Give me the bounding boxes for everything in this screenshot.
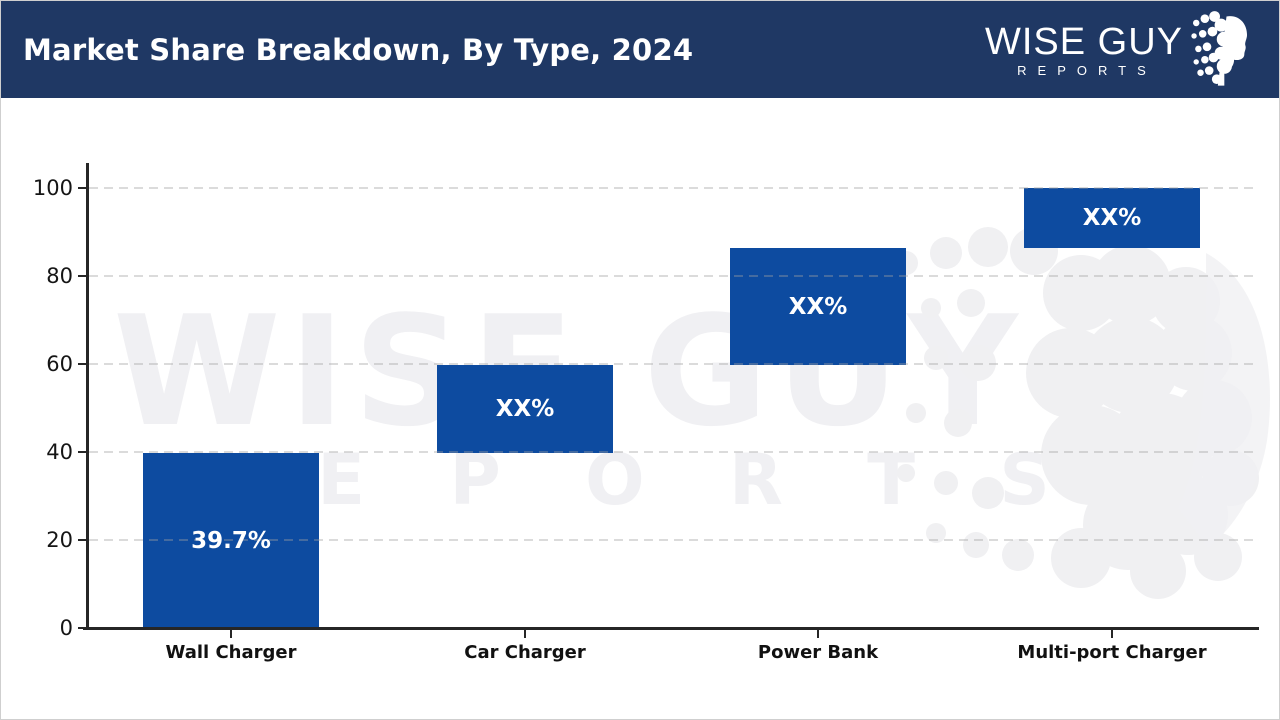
brand-head-icon — [1191, 10, 1248, 86]
x-axis-label-multi-port-charger: Multi-port Charger — [1017, 642, 1207, 663]
x-axis-line — [83, 627, 1259, 630]
x-tick-4 — [1111, 630, 1113, 638]
bar-multi-port-charger — [1024, 188, 1200, 249]
bar-car-charger — [437, 365, 613, 454]
y-axis-label-80: 80 — [46, 264, 73, 288]
y-axis-label-0: 0 — [59, 616, 73, 640]
bar-value-label: XX% — [788, 293, 848, 320]
gridline-100 — [89, 187, 1257, 189]
y-axis-label-60: 60 — [46, 352, 73, 376]
gridline-20 — [89, 539, 1257, 541]
y-tick-100 — [78, 187, 87, 189]
header-bar: Market Share Breakdown, By Type, 2024 WI… — [1, 1, 1279, 98]
y-tick-20 — [78, 539, 87, 541]
x-tick-2 — [524, 630, 526, 638]
bar-value-label: XX% — [1082, 205, 1142, 232]
y-axis-label-20: 20 — [46, 528, 73, 552]
gridline-60 — [89, 363, 1257, 365]
x-axis-label-power-bank: Power Bank — [757, 642, 879, 663]
x-axis-label-car-charger: Car Charger — [464, 642, 586, 663]
bar-value-label: XX% — [495, 396, 555, 423]
bar-value-label: 39.7% — [191, 527, 271, 554]
brand-logo-text: WISE GUY REPORTS — [985, 23, 1183, 77]
y-axis-label-100: 100 — [32, 176, 73, 200]
brand-name: WISE GUY — [984, 20, 1183, 63]
y-tick-60 — [78, 363, 87, 365]
watermark-head-icon — [888, 227, 1271, 599]
gridline-80 — [89, 275, 1257, 277]
gridline-40 — [89, 451, 1257, 453]
y-tick-0 — [78, 627, 87, 629]
x-tick-1 — [230, 630, 232, 638]
brand-subtitle: REPORTS — [1017, 62, 1157, 78]
y-axis-label-40: 40 — [46, 440, 73, 464]
x-axis-label-wall-charger: Wall Charger — [165, 642, 297, 663]
bar-power-bank — [730, 248, 906, 366]
bar-wall-charger — [143, 453, 319, 628]
chart-title: Market Share Breakdown, By Type, 2024 — [23, 32, 694, 67]
brand-logo: WISE GUY REPORTS — [985, 10, 1253, 90]
y-axis-line — [86, 163, 89, 630]
y-tick-40 — [78, 451, 87, 453]
x-tick-3 — [817, 630, 819, 638]
y-tick-80 — [78, 275, 87, 277]
